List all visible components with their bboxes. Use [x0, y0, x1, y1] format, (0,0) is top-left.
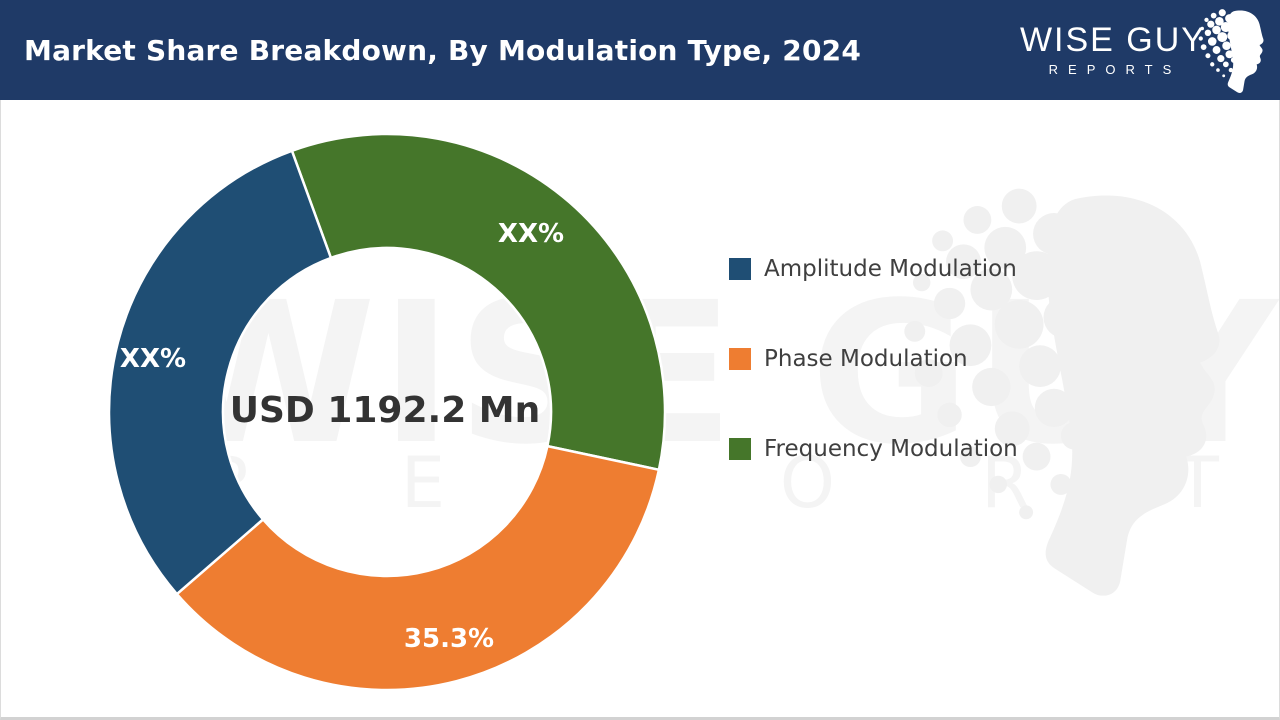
slice-phase-modulation — [175, 444, 661, 692]
legend: Amplitude Modulation Phase Modulation Fr… — [729, 252, 1018, 466]
legend-label-phase: Phase Modulation — [764, 346, 968, 372]
legend-item-phase: Phase Modulation — [729, 342, 1018, 376]
brand-wordmark: WISE GUY — [1019, 21, 1206, 60]
brand-subtext: REPORTS — [1048, 61, 1182, 77]
legend-swatch-frequency — [729, 438, 751, 460]
slice-label-frequency: XX% — [498, 219, 564, 249]
legend-swatch-phase — [729, 348, 751, 370]
slice-amplitude-modulation — [107, 149, 333, 596]
header-bar: Market Share Breakdown, By Modulation Ty… — [0, 0, 1280, 100]
legend-item-amplitude: Amplitude Modulation — [729, 252, 1018, 286]
legend-label-frequency: Frequency Modulation — [764, 436, 1018, 462]
page-title: Market Share Breakdown, By Modulation Ty… — [24, 33, 862, 67]
legend-label-amplitude: Amplitude Modulation — [764, 256, 1017, 282]
legend-swatch-amplitude — [729, 258, 751, 280]
slice-label-phase: 35.3% — [404, 624, 494, 654]
center-value-label: USD 1192.2 Mn — [230, 390, 540, 431]
slice-frequency-modulation — [290, 132, 667, 472]
brand-logo: WISE GUY REPORTS — [1020, 6, 1264, 94]
donut-chart: XX% XX% 35.3% USD 1192.2 Mn — [97, 122, 677, 702]
slice-label-amplitude: XX% — [120, 344, 186, 374]
chart-panel: WISE GUY R E P O R T S XX% XX% 35.3% USD… — [0, 100, 1280, 720]
legend-item-frequency: Frequency Modulation — [729, 432, 1018, 466]
brand-logo-text: WISE GUY REPORTS — [1019, 21, 1206, 77]
dotted-head-icon — [1192, 7, 1264, 93]
